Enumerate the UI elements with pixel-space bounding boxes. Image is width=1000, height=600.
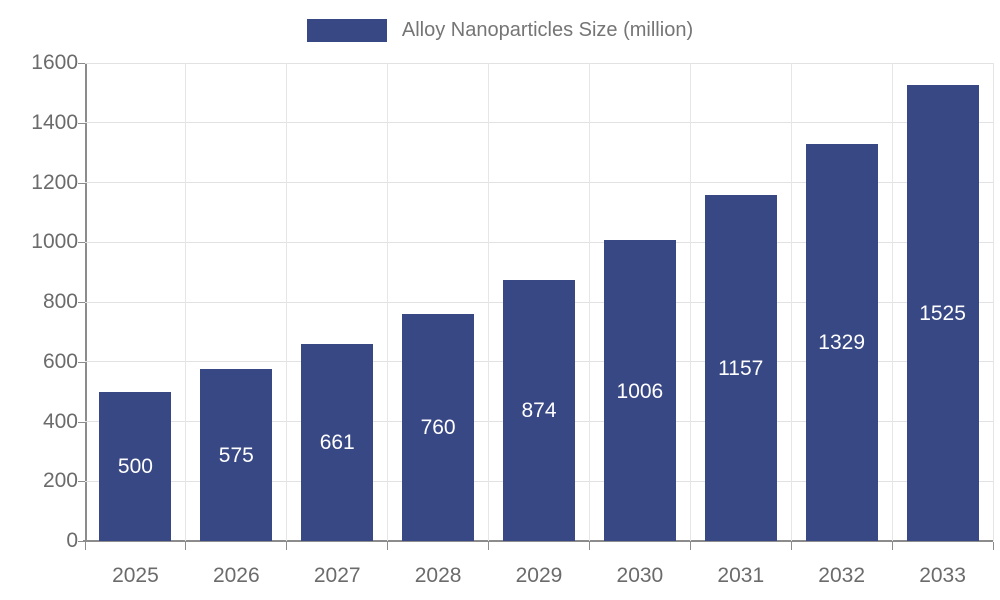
y-tick-label: 1400 [31,110,78,134]
bar-value-label: 1157 [718,357,764,381]
bar: 1329 [805,143,878,541]
x-tick-label: 2032 [818,564,866,587]
y-tick-mark [78,541,85,542]
x-tick-mark [488,542,490,550]
x-gridline [387,63,389,541]
y-tick-label: 600 [42,349,78,373]
y-tick-label: 0 [66,529,78,552]
y-tick-label: 400 [42,409,78,433]
x-tick-label: 2026 [212,564,260,587]
bar-value-label: 874 [521,399,557,423]
x-gridline [790,63,792,541]
bar-value-label: 575 [218,444,254,468]
bar-value-label: 500 [117,455,153,479]
y-tick-mark [78,302,85,303]
x-gridline [992,63,994,541]
bar-value-label: 661 [319,431,355,455]
y-tick-mark [78,63,85,64]
y-tick-label: 1600 [31,51,78,74]
x-tick-mark [689,542,691,550]
bar: 1006 [603,240,676,541]
bar-value-label: 1006 [616,379,664,403]
x-tick-mark [790,542,792,550]
bar: 874 [503,279,575,541]
legend-swatch [306,19,387,42]
x-tick-mark [185,542,187,550]
plot-area: 500 575 661 760 874 1006 1157 1329 1525 [83,62,994,542]
y-tick-mark [78,421,85,423]
legend-label: Alloy Nanoparticles Size (million) [401,19,694,41]
bar-value-label: 1525 [919,302,966,326]
y-tick-label: 1000 [31,230,78,254]
y-gridline [85,241,993,243]
legend: Alloy Nanoparticles Size (million) [0,19,1000,42]
x-gridline [286,63,288,541]
bar-value-label: 760 [420,416,456,440]
y-gridline [85,182,993,183]
bar: 1525 [906,85,979,541]
bar: 1157 [704,195,777,541]
x-gridline [488,63,490,541]
y-tick-mark [78,182,85,184]
bar-value-label: 1329 [818,331,866,355]
y-tick-mark [78,481,85,483]
x-gridline [689,63,691,541]
x-tick-mark [84,542,86,550]
y-tick-mark [78,122,85,124]
y-tick-label: 800 [42,290,78,313]
x-tick-mark [891,542,893,550]
y-tick-mark [78,242,85,244]
x-tick-label: 2025 [112,564,159,587]
x-tick-label: 2031 [717,564,765,587]
x-gridline [185,63,187,541]
bar: 575 [200,369,273,541]
bar: 760 [402,313,475,541]
bar: 500 [99,391,172,541]
y-gridline [85,122,993,124]
x-tick-label: 2027 [313,564,361,587]
x-gridline [891,63,893,541]
x-tick-label: 2030 [616,564,664,587]
x-tick-mark [387,542,389,550]
y-tick-label: 200 [42,469,78,493]
bar: 661 [301,343,374,541]
y-tick-mark [78,361,85,363]
x-gridline [588,63,590,541]
x-axis-line [83,540,993,542]
x-tick-mark [588,542,590,550]
x-tick-label: 2033 [919,564,966,587]
x-tick-label: 2028 [414,564,462,587]
x-tick-label: 2029 [515,564,563,587]
y-gridline [85,62,993,64]
x-tick-mark [286,542,288,550]
x-tick-mark [992,542,994,550]
y-tick-label: 1200 [31,170,78,194]
